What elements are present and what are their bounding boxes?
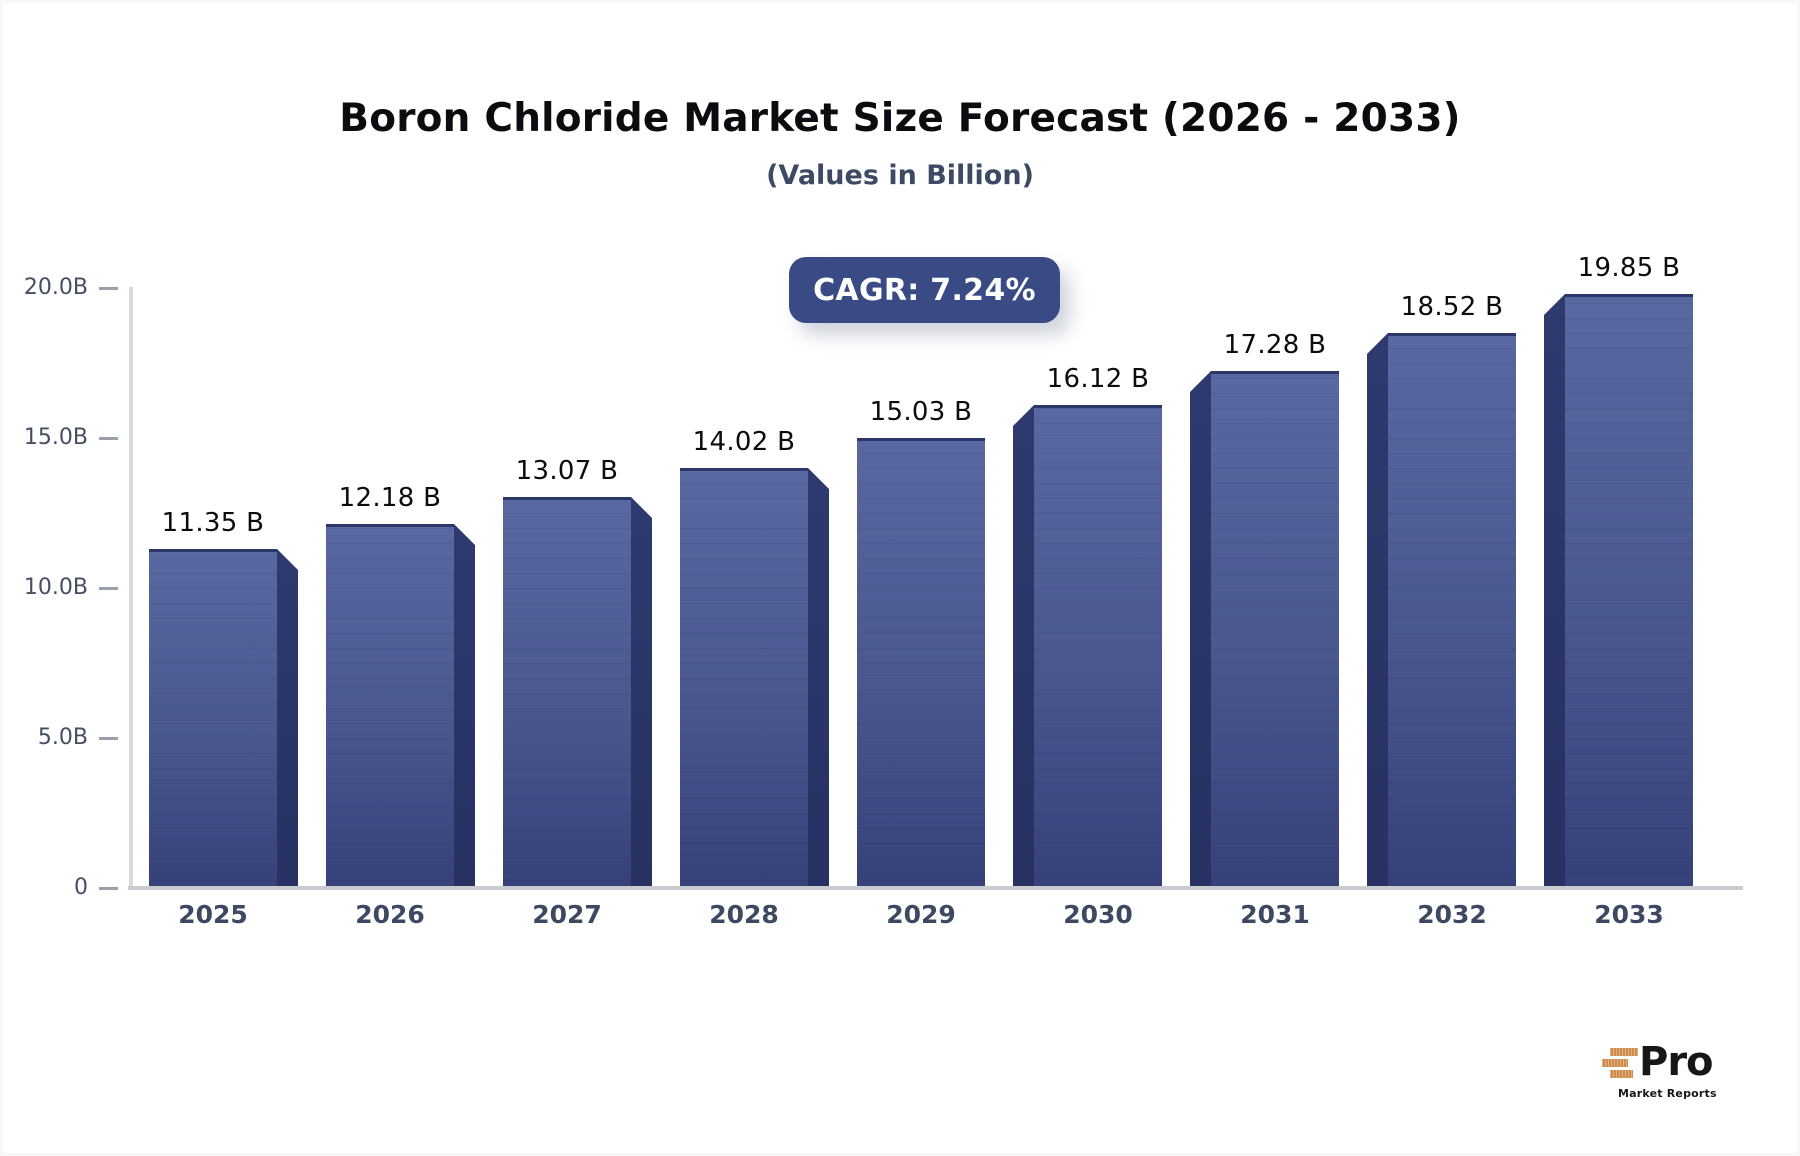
bar-2033 [1565, 294, 1693, 889]
bar-3d-side [1367, 333, 1388, 889]
x-axis-label: 2029 [886, 900, 956, 929]
y-axis-label: 15.0B [23, 425, 88, 450]
x-axis-label: 2026 [355, 900, 425, 929]
bar-3d-side [454, 524, 475, 889]
bar-3d-side [1013, 405, 1034, 889]
bar-2031 [1211, 371, 1339, 889]
x-axis-label: 2033 [1594, 900, 1664, 929]
y-axis-tick [99, 737, 118, 740]
cagr-badge-label: CAGR: 7.24% [813, 272, 1036, 308]
cagr-badge: CAGR: 7.24% [789, 257, 1060, 323]
bar-3d-side [1190, 371, 1211, 889]
logo-tagline-text: Market Reports [1618, 1087, 1717, 1100]
logo-stripes-icon [1602, 1048, 1638, 1084]
bar-3d-side [277, 549, 298, 889]
bar-value-label: 18.52 B [1400, 292, 1504, 322]
x-axis-label: 2025 [178, 900, 248, 929]
pro-market-reports-logo: Pro Market Reports [1602, 1039, 1754, 1100]
bar-2028 [680, 468, 808, 889]
chart-title: Boron Chloride Market Size Forecast (202… [339, 96, 1461, 141]
bar-2025 [149, 549, 277, 889]
bar-value-label: 13.07 B [515, 456, 619, 486]
y-axis-label: 0 [74, 875, 88, 900]
bar-value-label: 12.18 B [338, 483, 442, 513]
bar-value-label: 16.12 B [1046, 364, 1150, 394]
y-axis-label: 5.0B [37, 725, 88, 750]
y-axis-line [129, 287, 133, 889]
bar-2032 [1388, 333, 1516, 889]
y-axis-tick [99, 887, 118, 890]
bar-value-label: 17.28 B [1223, 330, 1327, 360]
bar-value-label: 15.03 B [869, 397, 973, 427]
x-axis-label: 2030 [1063, 900, 1133, 929]
y-axis-tick [99, 287, 118, 290]
bar-2029 [857, 438, 985, 889]
bar-value-label: 11.35 B [161, 508, 265, 538]
x-axis-label: 2031 [1240, 900, 1310, 929]
x-axis-label: 2028 [709, 900, 779, 929]
bar-value-label: 19.85 B [1577, 253, 1681, 283]
chart-subtitle: (Values in Billion) [766, 160, 1034, 191]
bar-3d-side [1544, 294, 1565, 889]
y-axis-label: 10.0B [23, 575, 88, 600]
x-axis-label: 2027 [532, 900, 602, 929]
bar-value-label: 14.02 B [692, 427, 796, 457]
bar-3d-side [631, 497, 652, 889]
y-axis-tick [99, 587, 118, 590]
bar-2026 [326, 524, 454, 889]
logo-brand-text: Pro [1639, 1039, 1714, 1085]
x-axis-baseline [128, 886, 1743, 890]
bar-2030 [1034, 405, 1162, 889]
bar-3d-side [808, 468, 829, 889]
bar-2027 [503, 497, 631, 889]
x-axis-label: 2032 [1417, 900, 1487, 929]
y-axis-tick [99, 437, 118, 440]
y-axis-label: 20.0B [23, 275, 88, 300]
